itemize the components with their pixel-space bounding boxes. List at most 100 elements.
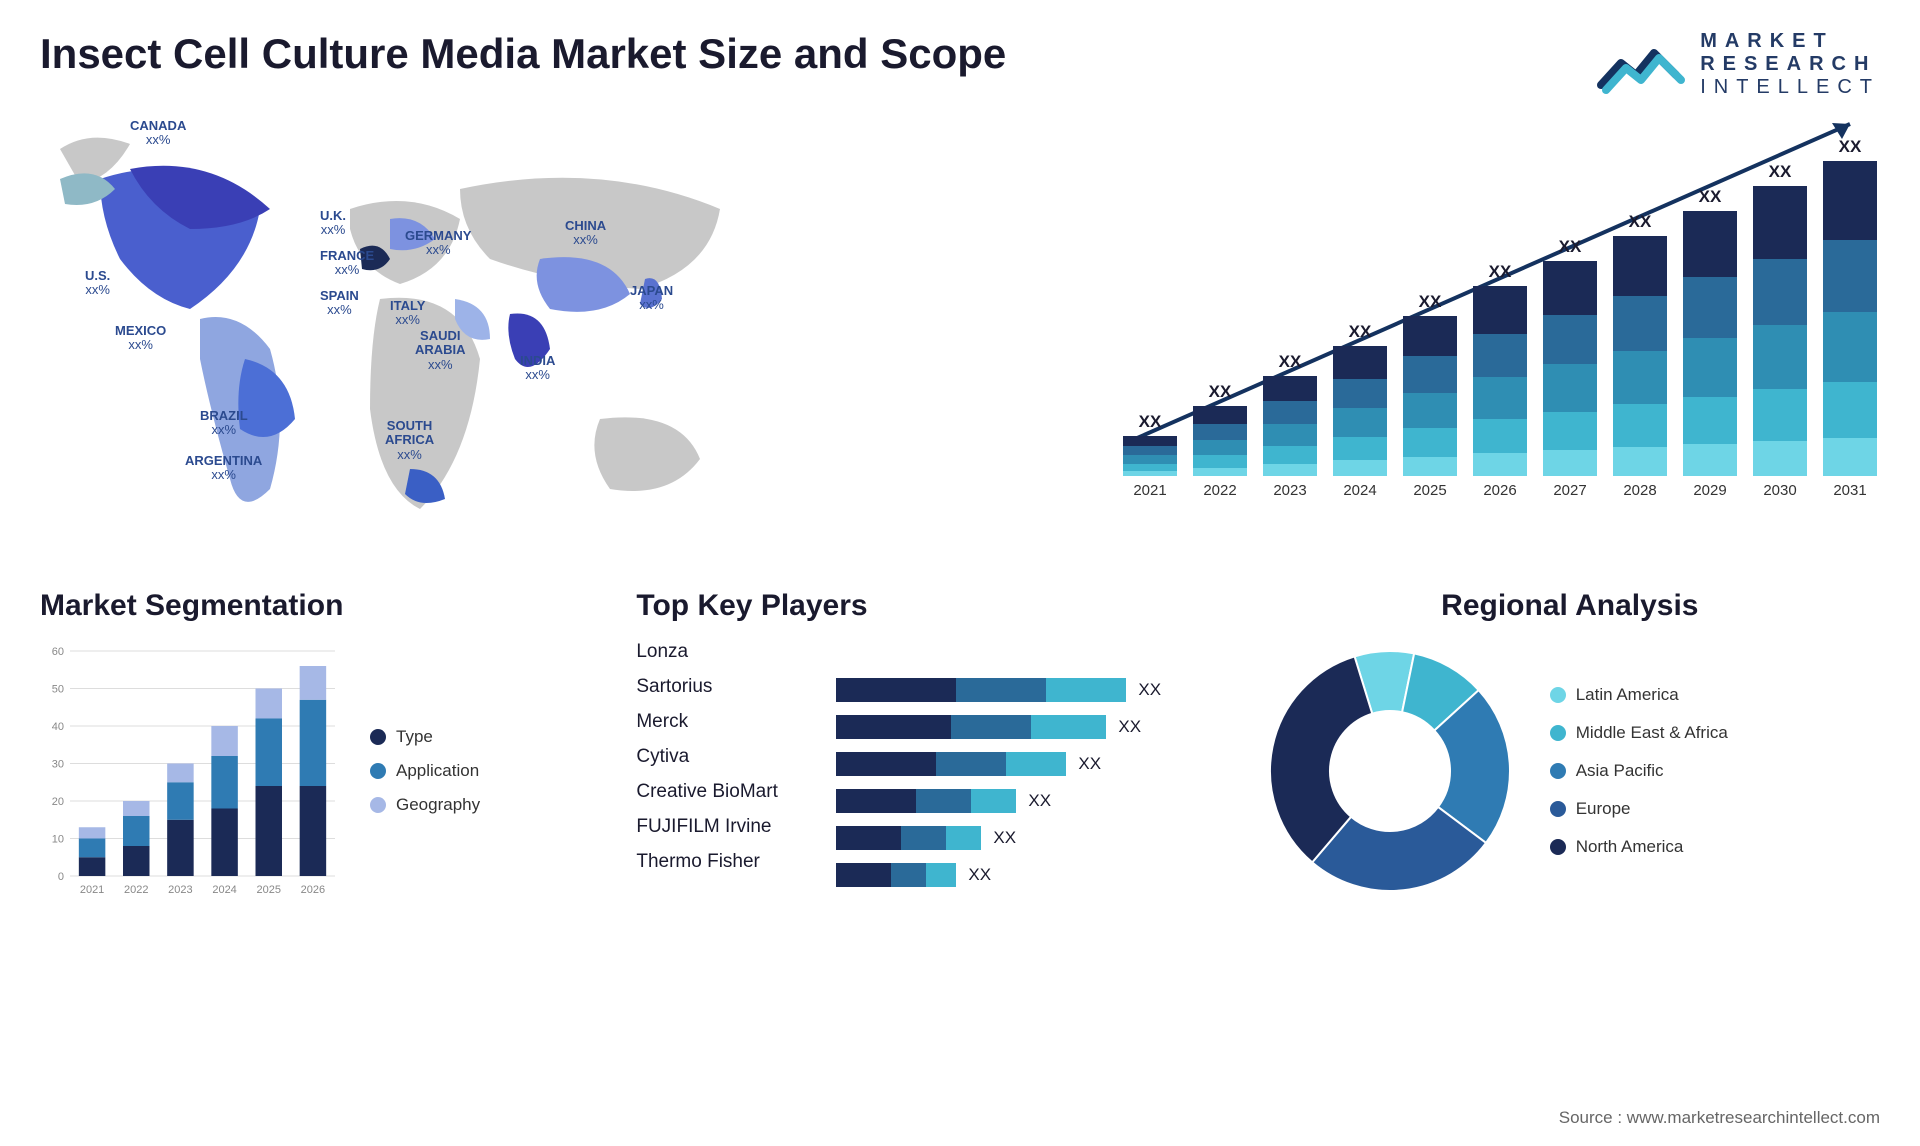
legend-item: Type	[370, 727, 480, 747]
keyplayer-bar-stack	[836, 863, 956, 887]
forecast-bar-seg	[1123, 446, 1177, 455]
keyplayer-bar-row: XX	[836, 752, 1229, 776]
forecast-bar-seg	[1263, 401, 1317, 424]
map-label: ARGENTINAxx%	[185, 454, 262, 483]
forecast-bar-seg	[1613, 296, 1667, 351]
legend-swatch	[1550, 725, 1566, 741]
forecast-bar-seg	[1473, 377, 1527, 419]
forecast-bar-seg	[1193, 468, 1247, 476]
legend-item: Middle East & Africa	[1550, 723, 1728, 743]
forecast-bar: XX2027	[1540, 237, 1600, 499]
svg-text:10: 10	[52, 834, 64, 846]
forecast-bar-stack	[1403, 316, 1457, 476]
forecast-bar: XX2029	[1680, 187, 1740, 499]
forecast-bar-label: XX	[1559, 237, 1582, 257]
legend-item: Geography	[370, 795, 480, 815]
forecast-bar-seg	[1683, 338, 1737, 396]
forecast-bar-seg	[1683, 211, 1737, 277]
forecast-bar-seg	[1123, 455, 1177, 464]
legend-swatch	[370, 729, 386, 745]
map-label: GERMANYxx%	[405, 229, 471, 258]
svg-text:30: 30	[52, 759, 64, 771]
forecast-bar-seg	[1403, 393, 1457, 428]
svg-text:2021: 2021	[80, 884, 104, 896]
keyplayer-value: XX	[1138, 680, 1161, 700]
forecast-bar-seg	[1263, 446, 1317, 464]
keyplayer-bar-row: XX	[836, 826, 1229, 850]
legend-label: Geography	[396, 795, 480, 815]
forecast-bar-seg	[1403, 428, 1457, 457]
keyplayer-value: XX	[968, 865, 991, 885]
keyplayer-bar-seg	[971, 789, 1016, 813]
forecast-bar-seg	[1473, 286, 1527, 334]
map-label: BRAZILxx%	[200, 409, 248, 438]
forecast-bar-seg	[1123, 436, 1177, 446]
legend-label: Latin America	[1576, 685, 1679, 705]
forecast-bar-stack	[1683, 211, 1737, 476]
map-label: CHINAxx%	[565, 219, 606, 248]
forecast-bar-seg	[1123, 464, 1177, 471]
forecast-bar: XX2022	[1190, 382, 1250, 499]
forecast-bar-label: XX	[1629, 212, 1652, 232]
keyplayer-bar-seg	[836, 863, 891, 887]
forecast-bar-seg	[1263, 424, 1317, 446]
source-footer: Source : www.marketresearchintellect.com	[1559, 1108, 1880, 1128]
legend-item: Asia Pacific	[1550, 761, 1728, 781]
keyplayer-bar-stack	[836, 789, 1016, 813]
forecast-bar-seg	[1473, 419, 1527, 453]
forecast-bar-label: XX	[1839, 137, 1862, 157]
forecast-year-label: 2029	[1693, 482, 1726, 499]
legend-swatch	[1550, 763, 1566, 779]
forecast-year-label: 2024	[1343, 482, 1376, 499]
map-label: SOUTHAFRICAxx%	[385, 419, 434, 462]
legend-swatch	[1550, 687, 1566, 703]
legend-label: Application	[396, 761, 479, 781]
keyplayer-bar-stack	[836, 678, 1126, 702]
forecast-bar: XX2021	[1120, 412, 1180, 499]
keyplayer-name: Cytiva	[636, 746, 816, 768]
forecast-bar: XX2026	[1470, 262, 1530, 499]
legend-label: Type	[396, 727, 433, 747]
legend-item: Europe	[1550, 799, 1728, 819]
forecast-bar: XX2030	[1750, 162, 1810, 499]
forecast-bar: XX2024	[1330, 322, 1390, 499]
forecast-year-label: 2028	[1623, 482, 1656, 499]
segmentation-panel: Market Segmentation 01020304050602021202…	[40, 589, 606, 901]
forecast-bar-stack	[1543, 261, 1597, 476]
forecast-bar-seg	[1683, 277, 1737, 338]
keyplayer-bar-seg	[1031, 715, 1106, 739]
keyplayer-bar-row: XX	[836, 678, 1229, 702]
forecast-bar-label: XX	[1279, 352, 1302, 372]
keyplayer-name: FUJIFILM Irvine	[636, 816, 816, 838]
svg-text:40: 40	[52, 721, 64, 733]
forecast-bar-seg	[1613, 447, 1667, 476]
forecast-bar-seg	[1753, 441, 1807, 476]
keyplayer-value: XX	[1078, 754, 1101, 774]
forecast-bar-seg	[1263, 464, 1317, 476]
forecast-bar-seg	[1333, 408, 1387, 437]
forecast-bar-seg	[1403, 457, 1457, 476]
forecast-bar-seg	[1403, 316, 1457, 356]
forecast-bar-seg	[1543, 412, 1597, 451]
keyplayer-bar-stack	[836, 715, 1106, 739]
forecast-bar-seg	[1473, 334, 1527, 378]
keyplayer-bar-row: XX	[836, 715, 1229, 739]
keyplayer-bar-seg	[1046, 678, 1126, 702]
forecast-year-label: 2025	[1413, 482, 1446, 499]
logo-mark-icon	[1596, 35, 1686, 95]
forecast-bar-seg	[1193, 440, 1247, 455]
forecast-year-label: 2026	[1483, 482, 1516, 499]
keyplayer-bar-seg	[926, 863, 956, 887]
keyplayer-bar-seg	[951, 715, 1031, 739]
legend-item: North America	[1550, 837, 1728, 857]
legend-swatch	[1550, 839, 1566, 855]
keyplayer-name: Creative BioMart	[636, 781, 816, 803]
forecast-bar-stack	[1613, 236, 1667, 476]
keyplayer-name: Lonza	[636, 641, 816, 663]
keyplayer-name: Merck	[636, 711, 816, 733]
segmentation-legend: Type Application Geography	[370, 641, 480, 901]
keyplayers-bars: XXXXXXXXXXXX	[836, 641, 1229, 887]
legend-item: Application	[370, 761, 480, 781]
map-label: MEXICOxx%	[115, 324, 166, 353]
regional-panel: Regional Analysis Latin AmericaMiddle Ea…	[1260, 589, 1880, 901]
